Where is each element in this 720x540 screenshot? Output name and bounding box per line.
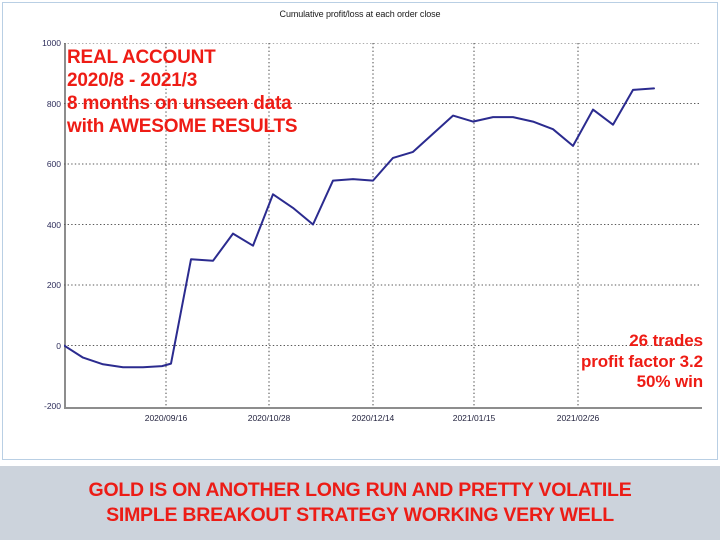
caption-line-2: SIMPLE BREAKOUT STRATEGY WORKING VERY WE… (106, 504, 614, 526)
annotation-bottom-right: 26 trades profit factor 3.2 50% win (581, 331, 703, 393)
x-tick-label: 2021/02/26 (556, 413, 600, 423)
annotation-line: 26 trades (629, 331, 703, 350)
annotation-line: 2020/8 - 2021/3 (67, 69, 198, 91)
annotation-line: REAL ACCOUNT (67, 47, 216, 68)
x-axis-spine (64, 407, 702, 409)
y-tick-label: 600 (46, 159, 61, 169)
chart-panel: Cumulative profit/loss at each order clo… (2, 2, 718, 460)
y-tick-label: 400 (46, 219, 61, 230)
y-axis-labels: 1000 800 600 400 200 0 -200 (11, 38, 61, 411)
annotation-line: with AWESOME RESULTS (67, 115, 298, 137)
y-tick-label: 1000 (42, 38, 61, 48)
x-tick-label: 2021/01/15 (452, 413, 496, 423)
plot-area (64, 43, 701, 406)
caption-banner: GOLD IS ON ANOTHER LONG RUN AND PRETTY V… (0, 464, 720, 540)
y-tick-label: 0 (56, 340, 61, 351)
caption-line-1: GOLD IS ON ANOTHER LONG RUN AND PRETTY V… (88, 479, 632, 502)
series-line-0 (64, 87, 655, 369)
y-tick-label: 200 (46, 280, 61, 290)
chart-title: Cumulative profit/loss at each order clo… (279, 9, 441, 19)
annotation-top-left: REAL ACCOUNT 2020/8 - 2021/3 8 months on u… (67, 47, 298, 138)
x-axis-labels: 2020/09/16 2020/10/28 2020/12/14 2021/01/15… (64, 413, 701, 429)
y-tick-label: -200 (43, 401, 61, 411)
annotation-line: profit factor 3.2 (580, 351, 703, 371)
annotation-line: 8 months on unseen data (67, 92, 292, 114)
x-tick-label: 2020/09/16 (144, 413, 188, 423)
annotation-line: 50% win (636, 372, 703, 392)
x-tick-label: 2020/10/28 (247, 413, 291, 423)
y-axis-spine (64, 43, 66, 408)
x-tick-label: 2020/12/14 (351, 413, 395, 423)
line-chart-svg (64, 43, 701, 406)
y-tick-label: 800 (46, 98, 61, 109)
